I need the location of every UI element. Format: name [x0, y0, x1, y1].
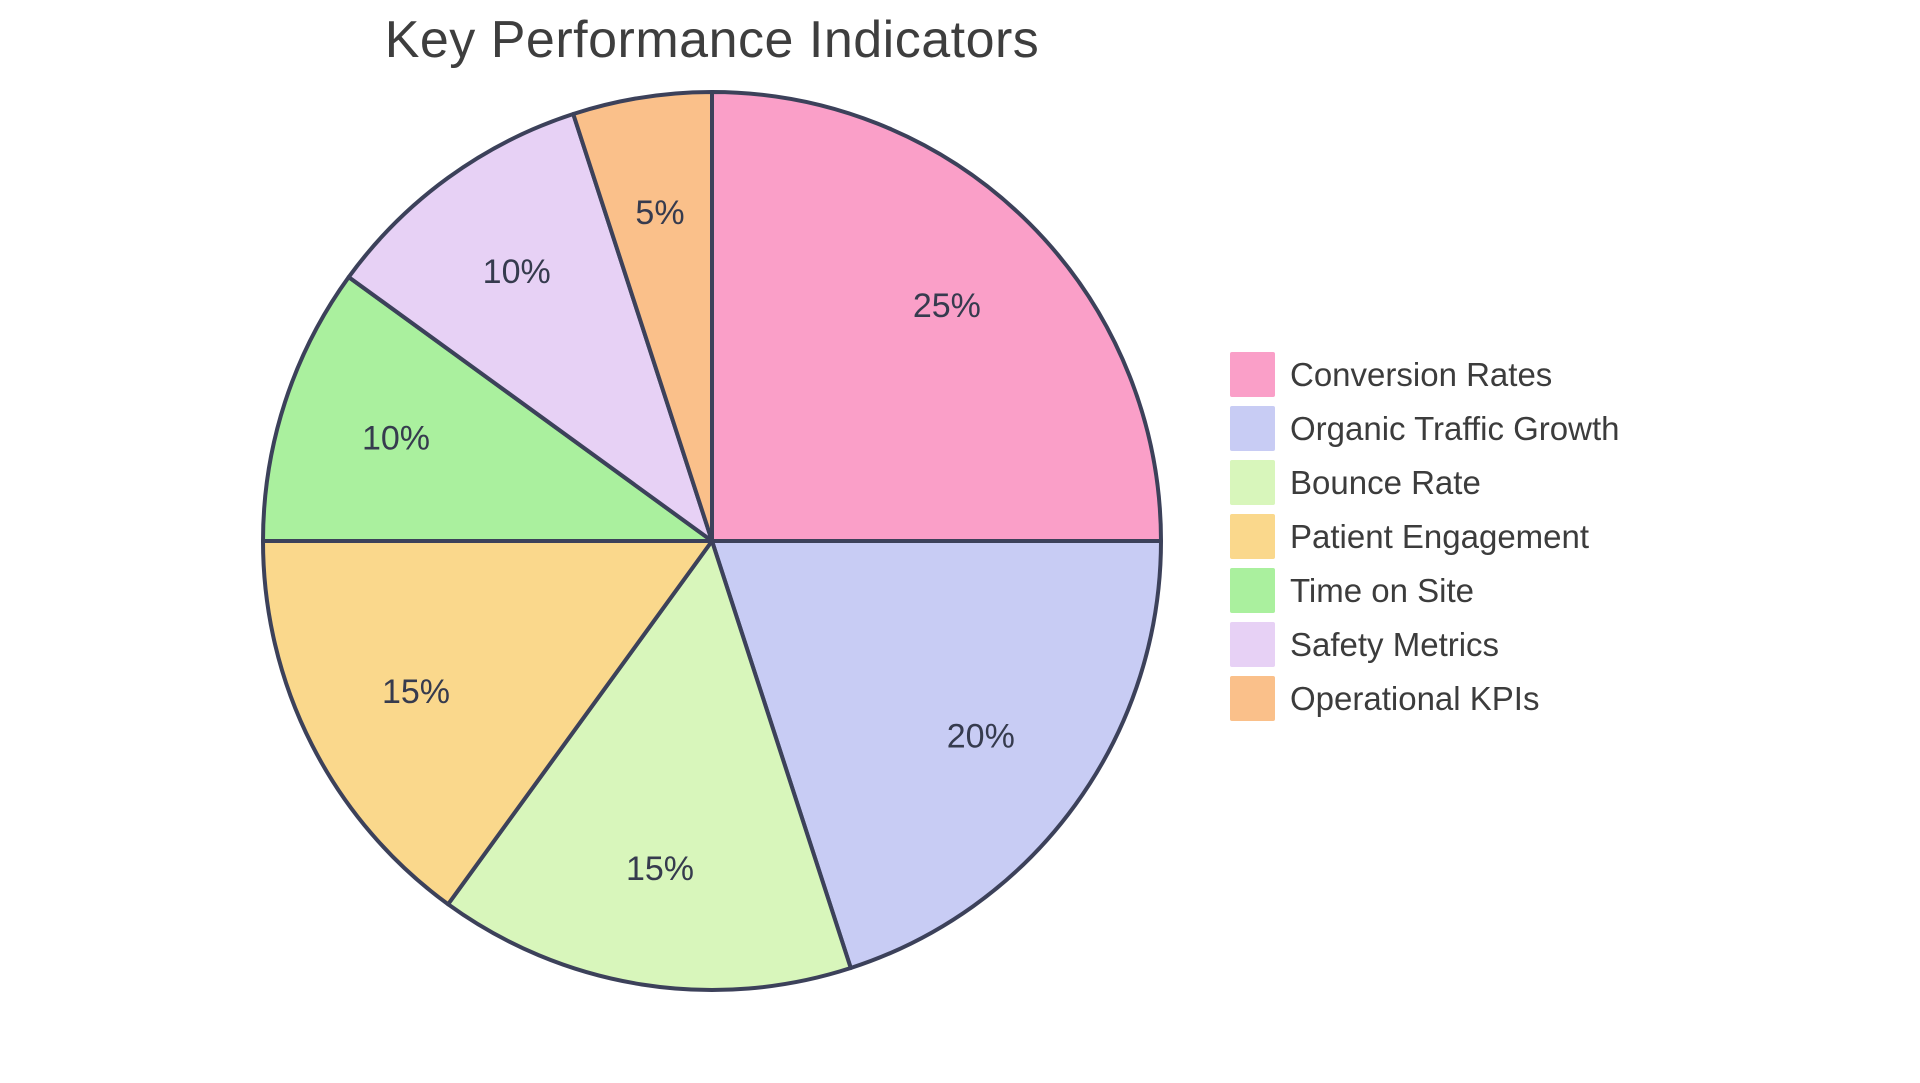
- pie-slice-operational-kpis: [571, 90, 714, 543]
- legend-row-operational-kpis: Operational KPIs: [1230, 676, 1620, 721]
- legend-label-safety-metrics: Safety Metrics: [1290, 625, 1500, 663]
- legend-label-conversion-rates: Conversion Rates: [1290, 355, 1553, 393]
- slice-percent-label-bounce-rate: 15%: [626, 850, 694, 888]
- legend-label-time-on-site: Time on Site: [1290, 571, 1475, 609]
- slice-percent-label-safety-metrics: 10%: [483, 253, 551, 291]
- legend-row-time-on-site: Time on Site: [1230, 568, 1620, 613]
- pie-slice-bounce-rate: [446, 539, 853, 992]
- legend-swatch-safety-metrics: [1230, 622, 1275, 667]
- legend-swatch-patient-engagement: [1230, 514, 1275, 559]
- legend-swatch-time-on-site: [1230, 568, 1275, 613]
- legend-swatch-operational-kpis: [1230, 676, 1275, 721]
- slice-percent-label-organic-traffic-growth: 20%: [947, 717, 1015, 755]
- pie-slice-organic-traffic-growth: [710, 539, 1163, 971]
- legend: Conversion Rates Organic Traffic Growth Bo…: [1230, 352, 1620, 721]
- slice-percent-label-conversion-rates: 25%: [913, 287, 981, 325]
- pie-slice-safety-metrics: [346, 111, 714, 543]
- legend-swatch-conversion-rates: [1230, 352, 1275, 397]
- pie-slice-conversion-rates: [710, 90, 1163, 543]
- legend-row-safety-metrics: Safety Metrics: [1230, 622, 1620, 667]
- chart-title: Key Performance Indicators: [384, 11, 1040, 69]
- legend-label-operational-kpis: Operational KPIs: [1290, 679, 1540, 717]
- legend-row-bounce-rate: Bounce Rate: [1230, 460, 1620, 505]
- legend-row-organic-traffic-growth: Organic Traffic Growth: [1230, 406, 1620, 451]
- pie-slice-time-on-site: [261, 275, 714, 543]
- legend-label-bounce-rate: Bounce Rate: [1290, 463, 1481, 501]
- slice-percent-label-operational-kpis: 5%: [635, 194, 684, 232]
- legend-row-patient-engagement: Patient Engagement: [1230, 514, 1620, 559]
- slice-percent-label-patient-engagement: 15%: [382, 673, 450, 711]
- slice-percent-label-time-on-site: 10%: [362, 419, 430, 457]
- legend-row-conversion-rates: Conversion Rates: [1230, 352, 1620, 397]
- legend-swatch-bounce-rate: [1230, 460, 1275, 505]
- legend-label-organic-traffic-growth: Organic Traffic Growth: [1290, 409, 1620, 447]
- legend-swatch-organic-traffic-growth: [1230, 406, 1275, 451]
- pie-slice-patient-engagement: [261, 539, 714, 907]
- legend-label-patient-engagement: Patient Engagement: [1290, 517, 1590, 555]
